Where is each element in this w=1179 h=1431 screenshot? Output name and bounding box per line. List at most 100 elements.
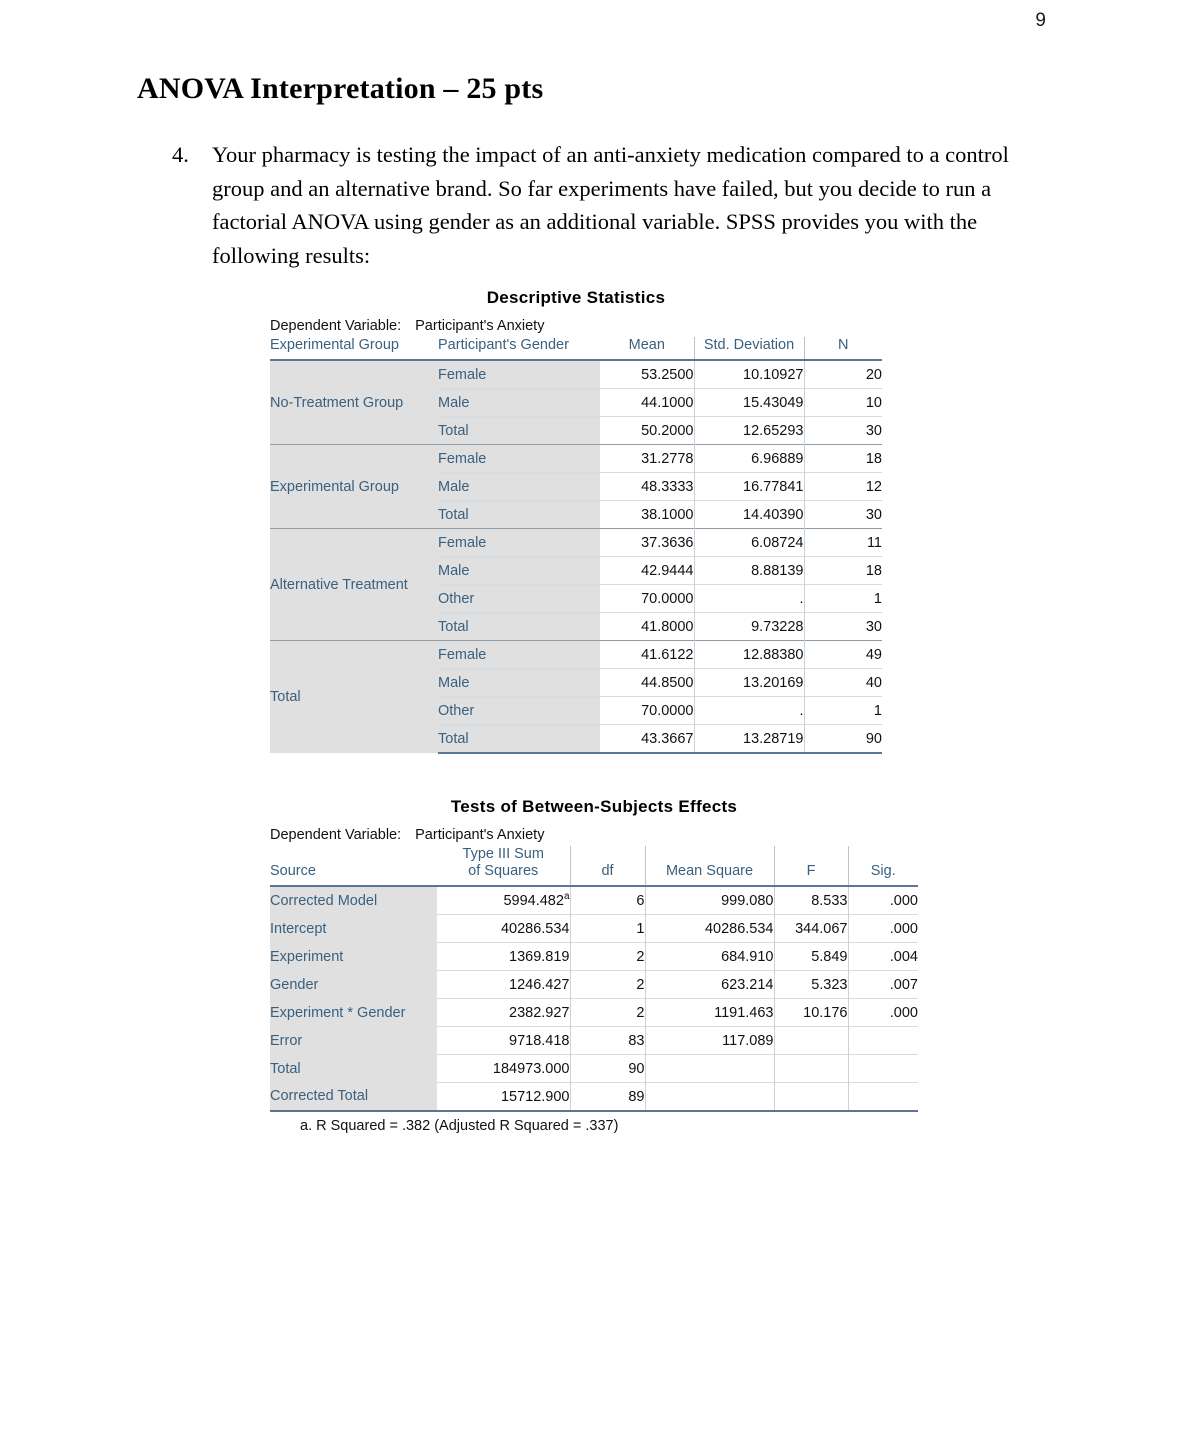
group-label-total: Total: [270, 640, 438, 753]
sd-value: .: [693, 584, 804, 613]
sd-value: 9.73228: [693, 612, 804, 641]
ss-value: 15712.900: [437, 1082, 570, 1112]
source-label: Experiment * Gender: [270, 998, 437, 1027]
ss-value: 9718.418: [437, 1026, 570, 1055]
page-title: ANOVA Interpretation – 25 pts: [137, 72, 544, 105]
descriptives-depvar-value: Participant's Anxiety: [415, 318, 545, 334]
footnote-marker: a: [563, 890, 570, 902]
descriptives-dependent-variable: Dependent Variable: Participant's Anxiety: [270, 318, 882, 334]
df-value: 2: [569, 970, 645, 999]
column-header-experimental-group: Experimental Group: [270, 337, 438, 361]
n-value: 90: [803, 724, 882, 754]
f-value: 10.176: [773, 998, 848, 1027]
ss-value: 2382.927: [437, 998, 570, 1027]
n-value: 12: [803, 472, 882, 501]
n-value: 40: [803, 668, 882, 697]
table-row: Total 184973.000 90: [270, 1054, 918, 1083]
mean-value: 37.3636: [600, 528, 694, 557]
sd-value: 12.88380: [693, 640, 804, 669]
gender-label: Female: [438, 528, 600, 557]
table-row: Total 50.2000 12.65293 30: [270, 416, 882, 445]
sd-value: 13.20169: [693, 668, 804, 697]
anova-footnote: a. R Squared = .382 (Adjusted R Squared …: [300, 1118, 619, 1134]
mean-value: 41.6122: [600, 640, 694, 669]
ms-value: [644, 1082, 774, 1112]
sig-value: .007: [847, 970, 918, 999]
mean-value: 44.1000: [600, 388, 694, 417]
ms-value: 623.214: [644, 970, 774, 999]
table-row: Total 41.8000 9.73228 30: [270, 612, 882, 641]
sig-value: .000: [847, 886, 918, 915]
table-row: Male 42.9444 8.88139 18: [270, 556, 882, 585]
sd-value: .: [693, 696, 804, 725]
descriptives-title: Descriptive Statistics: [486, 288, 666, 307]
anova-depvar-label: Dependent Variable:: [270, 827, 402, 843]
n-value: 30: [803, 416, 882, 445]
gender-label: Male: [438, 668, 600, 697]
mean-value: 44.8500: [600, 668, 694, 697]
table-row: Experiment * Gender 2382.927 2 1191.463 …: [270, 998, 918, 1027]
f-value: 8.533: [773, 886, 848, 915]
table-row: Total 43.3667 13.28719 90: [270, 724, 882, 754]
gender-label: Female: [438, 360, 600, 389]
table-row: Other 70.0000 . 1: [270, 696, 882, 725]
table-row: Total Female 41.6122 12.88380 49: [270, 640, 882, 753]
df-value: 2: [569, 942, 645, 971]
mean-value: 31.2778: [600, 444, 694, 473]
table-row: Total 38.1000 14.40390 30: [270, 500, 882, 529]
df-value: 6: [569, 886, 645, 915]
table-row: Experimental Group Female 31.2778 6.9688…: [270, 444, 882, 529]
mean-value: 43.3667: [600, 724, 694, 754]
anova-dependent-variable: Dependent Variable: Participant's Anxiety: [270, 827, 918, 843]
column-header-mean-square: Mean Square: [644, 846, 774, 887]
df-value: 90: [569, 1054, 645, 1083]
table-row: Corrected Model 5994.482a 6 999.080 8.53…: [270, 886, 918, 915]
gender-label: Male: [438, 388, 600, 417]
table-header-row: Source Type III Sum of Squares df Mean S…: [270, 846, 918, 887]
source-label: Experiment: [270, 942, 437, 971]
group-label-alternative-treatment: Alternative Treatment: [270, 528, 438, 641]
n-value: 10: [803, 388, 882, 417]
ms-value: 117.089: [644, 1026, 774, 1055]
group-label-experimental: Experimental Group: [270, 444, 438, 529]
sd-value: 8.88139: [693, 556, 804, 585]
anova-table-block: Tests of Between-Subjects Effects Depend…: [270, 797, 918, 1134]
ms-value: 1191.463: [644, 998, 774, 1027]
n-value: 30: [803, 612, 882, 641]
gender-label: Female: [438, 444, 600, 473]
sd-value: 6.96889: [693, 444, 804, 473]
f-value: [773, 1082, 848, 1112]
table-row: Male 48.3333 16.77841 12: [270, 472, 882, 501]
column-header-participants-gender: Participant's Gender: [438, 337, 600, 361]
source-label: Error: [270, 1026, 437, 1055]
gender-label: Total: [438, 612, 600, 641]
ss-value: 5994.482a: [437, 886, 570, 915]
anova-depvar-value: Participant's Anxiety: [415, 827, 545, 843]
ms-value: 684.910: [644, 942, 774, 971]
anova-table: Source Type III Sum of Squares df Mean S…: [270, 846, 918, 1112]
f-value: 5.323: [773, 970, 848, 999]
table-row: Alternative Treatment Female 37.3636 6.0…: [270, 528, 882, 641]
table-row: Experiment 1369.819 2 684.910 5.849 .004: [270, 942, 918, 971]
f-value: 344.067: [773, 914, 848, 943]
sd-value: 15.43049: [693, 388, 804, 417]
sd-value: 13.28719: [693, 724, 804, 754]
mean-value: 53.2500: [600, 360, 694, 389]
df-value: 2: [569, 998, 645, 1027]
column-header-type-iii-sum-of-squares: Type III Sum of Squares: [437, 846, 570, 887]
gender-label: Male: [438, 556, 600, 585]
mean-value: 41.8000: [600, 612, 694, 641]
column-header-df: df: [569, 846, 645, 887]
gender-label: Total: [438, 416, 600, 445]
column-header-sig: Sig.: [847, 846, 918, 887]
table-row: Gender 1246.427 2 623.214 5.323 .007: [270, 970, 918, 999]
ss-value: 184973.000: [437, 1054, 570, 1083]
n-value: 18: [803, 444, 882, 473]
source-label: Total: [270, 1054, 437, 1083]
sd-value: 12.65293: [693, 416, 804, 445]
ms-value: [644, 1054, 774, 1083]
group-label-no-treatment: No-Treatment Group: [270, 360, 438, 445]
question-number: 4.: [172, 142, 189, 167]
gender-label: Other: [438, 696, 600, 725]
column-header-n: N: [803, 337, 882, 361]
